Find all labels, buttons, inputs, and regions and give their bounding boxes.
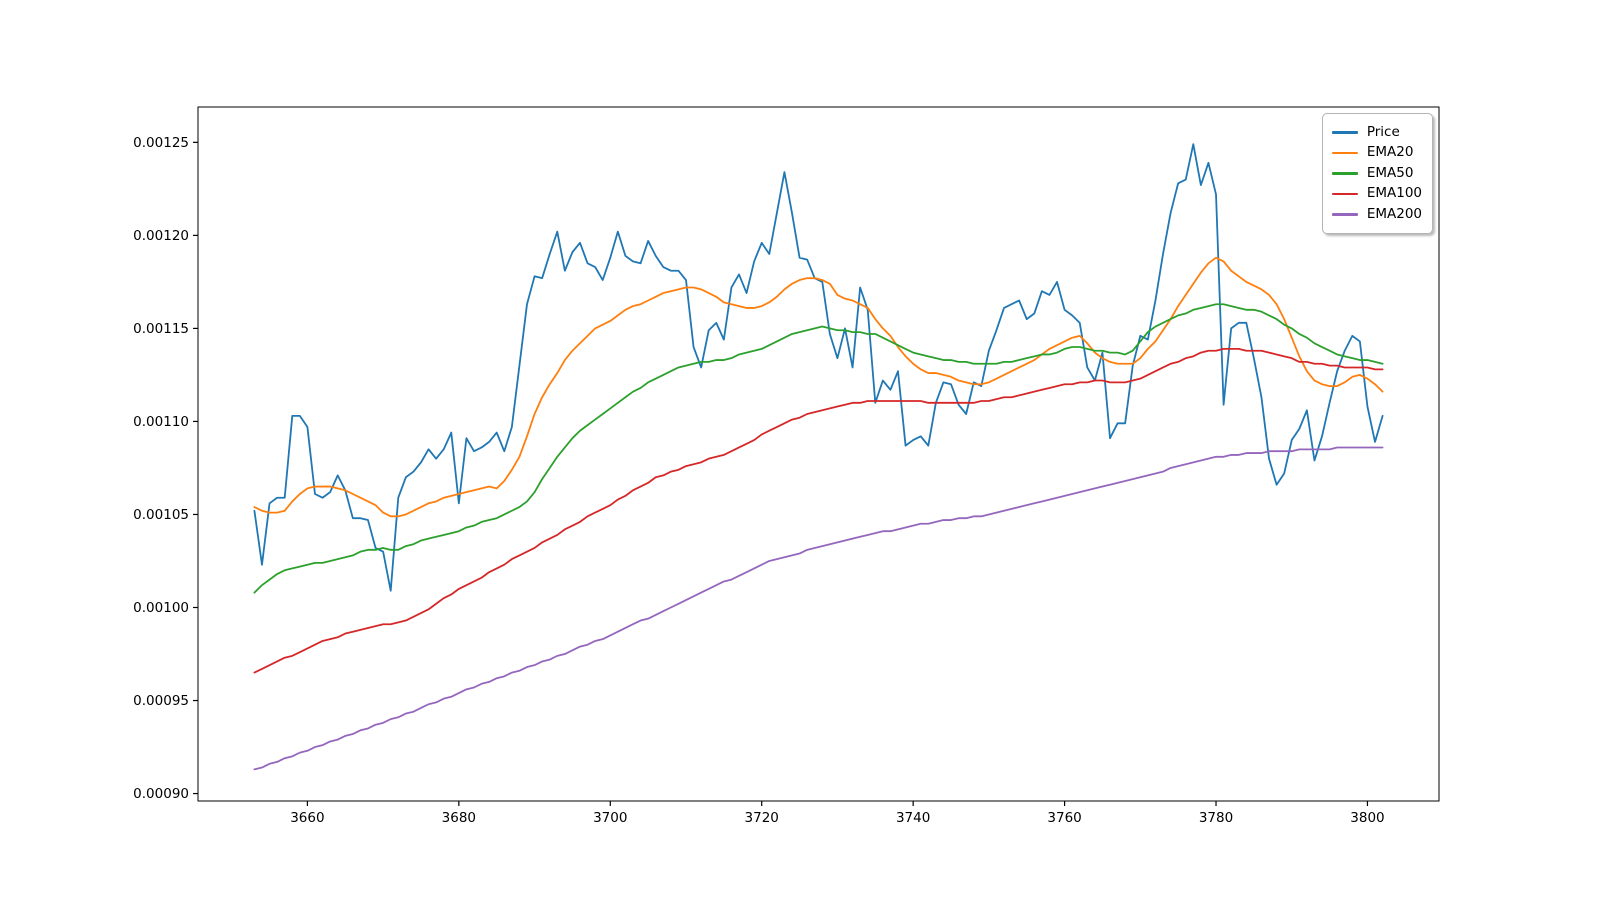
legend-item-ema200: EMA200: [1331, 204, 1422, 225]
legend-label-ema200: EMA200: [1366, 205, 1422, 222]
y-tick-label: 0.00105: [133, 507, 189, 523]
y-tick-label: 0.00125: [133, 135, 189, 151]
legend-label-ema20: EMA20: [1366, 144, 1414, 160]
legend-item-ema100: EMA100: [1331, 184, 1422, 205]
legend-item-ema50: EMA50: [1331, 163, 1422, 184]
series-line-ema200: [253, 446, 1384, 771]
series-line-ema50: [253, 303, 1384, 594]
x-tick-label: 3800: [1350, 810, 1384, 826]
y-tick-label: 0.00120: [133, 228, 189, 244]
y-tick-label: 0.00095: [133, 693, 189, 709]
x-tick-label: 3780: [1199, 810, 1233, 826]
legend-label-price: Price: [1366, 123, 1400, 140]
legend-line-swatch-price: [1331, 131, 1358, 134]
series-line-ema100: [253, 347, 1384, 674]
y-tick-label: 0.00115: [133, 321, 189, 337]
legend-item-price: Price: [1331, 122, 1422, 143]
legend-line-swatch-ema100: [1331, 192, 1358, 195]
legend-line-swatch-ema20: [1331, 151, 1358, 154]
x-tick-label: 3700: [593, 810, 627, 826]
series-line-ema20: [253, 256, 1384, 518]
y-tick-label: 0.00090: [133, 786, 189, 802]
legend-label-ema100: EMA100: [1366, 185, 1422, 201]
legend: Price EMA20 EMA50 EMA100 EMA200: [1321, 113, 1433, 234]
series-line-price: [253, 143, 1384, 592]
legend-line-swatch-ema200: [1331, 213, 1358, 216]
x-tick-label: 3680: [442, 810, 476, 826]
legend-line-swatch-ema50: [1331, 172, 1358, 175]
x-tick-label: 3660: [290, 810, 324, 826]
plot-border: [197, 106, 1440, 802]
legend-label-ema50: EMA50: [1366, 164, 1414, 181]
legend-item-ema20: EMA20: [1331, 143, 1422, 164]
y-tick-label: 0.00110: [133, 414, 189, 430]
x-tick-label: 3760: [1047, 810, 1081, 826]
x-tick-label: 3740: [896, 810, 930, 826]
x-tick-label: 3720: [745, 810, 779, 826]
y-tick-label: 0.00100: [133, 600, 189, 616]
